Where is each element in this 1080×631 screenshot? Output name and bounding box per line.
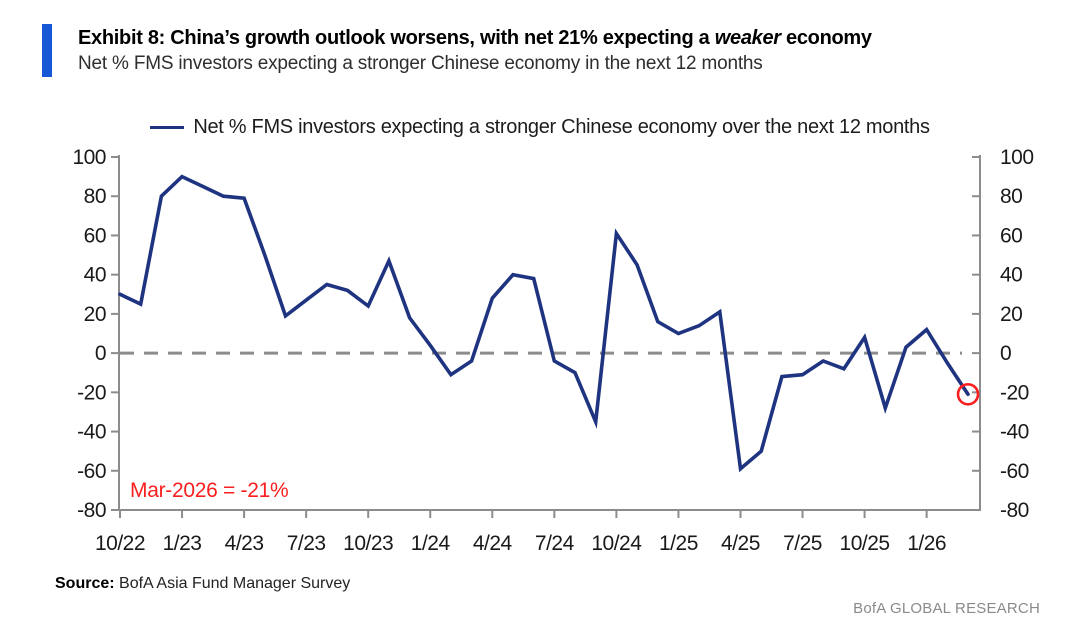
x-axis-tick-label: 10/24 xyxy=(591,532,642,555)
y-axis-tick-label-right: 20 xyxy=(1000,303,1022,326)
x-axis-tick-label: 7/23 xyxy=(287,532,326,555)
exhibit-title: Exhibit 8: China’s growth outlook worsen… xyxy=(78,27,1038,50)
x-axis-tick-label: 7/25 xyxy=(783,532,822,555)
exhibit-title-suffix: economy xyxy=(780,27,872,49)
y-axis-tick-label-right: 40 xyxy=(1000,264,1022,287)
exhibit-title-prefix: Exhibit 8: China’s growth outlook worsen… xyxy=(78,27,715,49)
source-label: Source: xyxy=(55,575,115,592)
x-axis-tick-label: 10/25 xyxy=(840,532,890,555)
y-axis-tick-label-right: -20 xyxy=(1000,381,1029,404)
x-axis-tick-label: 7/24 xyxy=(535,532,575,555)
x-axis-tick-label: 1/24 xyxy=(411,532,451,555)
y-axis-tick-label-right: -40 xyxy=(1000,421,1029,444)
exhibit-title-italic-word: weaker xyxy=(714,27,781,49)
y-axis-tick-label-left: -60 xyxy=(77,460,106,483)
endpoint-highlight-circle xyxy=(956,382,980,406)
y-axis-tick-label-left: -20 xyxy=(77,381,106,404)
y-axis-tick-label-right: 0 xyxy=(1000,342,1011,365)
x-axis-tick-label: 10/22 xyxy=(95,532,145,555)
y-axis-tick-label-left: 0 xyxy=(95,342,106,365)
exhibit-subtitle: Net % FMS investors expecting a stronger… xyxy=(78,53,763,74)
annotation-label: Mar-2026 = -21% xyxy=(130,479,289,502)
x-axis-tick-label: 1/23 xyxy=(163,532,202,555)
y-axis-tick-label-right: 60 xyxy=(1000,224,1022,247)
chart-legend: Net % FMS investors expecting a stronger… xyxy=(0,113,1080,141)
legend-label: Net % FMS investors expecting a stronger… xyxy=(193,115,930,138)
y-axis-tick-label-left: 40 xyxy=(84,264,106,287)
source-text: BofA Asia Fund Manager Survey xyxy=(114,575,351,592)
x-axis-tick-label: 10/23 xyxy=(343,532,393,555)
series-line xyxy=(118,174,970,473)
y-axis-tick-label-left: -40 xyxy=(77,421,106,444)
y-axis-tick-label-right: -60 xyxy=(1000,460,1029,483)
x-axis-tick-label: 1/26 xyxy=(907,532,946,555)
y-axis-tick-label-left: 100 xyxy=(72,146,106,169)
x-axis-tick-label: 4/25 xyxy=(721,532,760,555)
legend-line-swatch xyxy=(150,125,185,129)
x-axis-tick-label: 1/25 xyxy=(659,532,698,555)
y-axis-tick-label-right: 100 xyxy=(1000,146,1034,169)
y-axis-tick-label-left: 80 xyxy=(84,185,106,208)
x-axis-tick-label: 4/23 xyxy=(225,532,264,555)
brand-watermark: BofA GLOBAL RESEARCH xyxy=(853,600,1040,617)
y-axis-tick-label-right: -80 xyxy=(1000,499,1029,522)
y-axis-tick-label-left: 20 xyxy=(84,303,106,326)
source-note: Source: BofA Asia Fund Manager Survey xyxy=(55,575,350,593)
y-axis-tick-label-left: -80 xyxy=(77,499,106,522)
exhibit-accent-bar xyxy=(42,24,52,77)
x-axis-tick-label: 4/24 xyxy=(473,532,513,555)
y-axis-tick-label-left: 60 xyxy=(84,224,106,247)
y-axis-tick-label-right: 80 xyxy=(1000,185,1022,208)
